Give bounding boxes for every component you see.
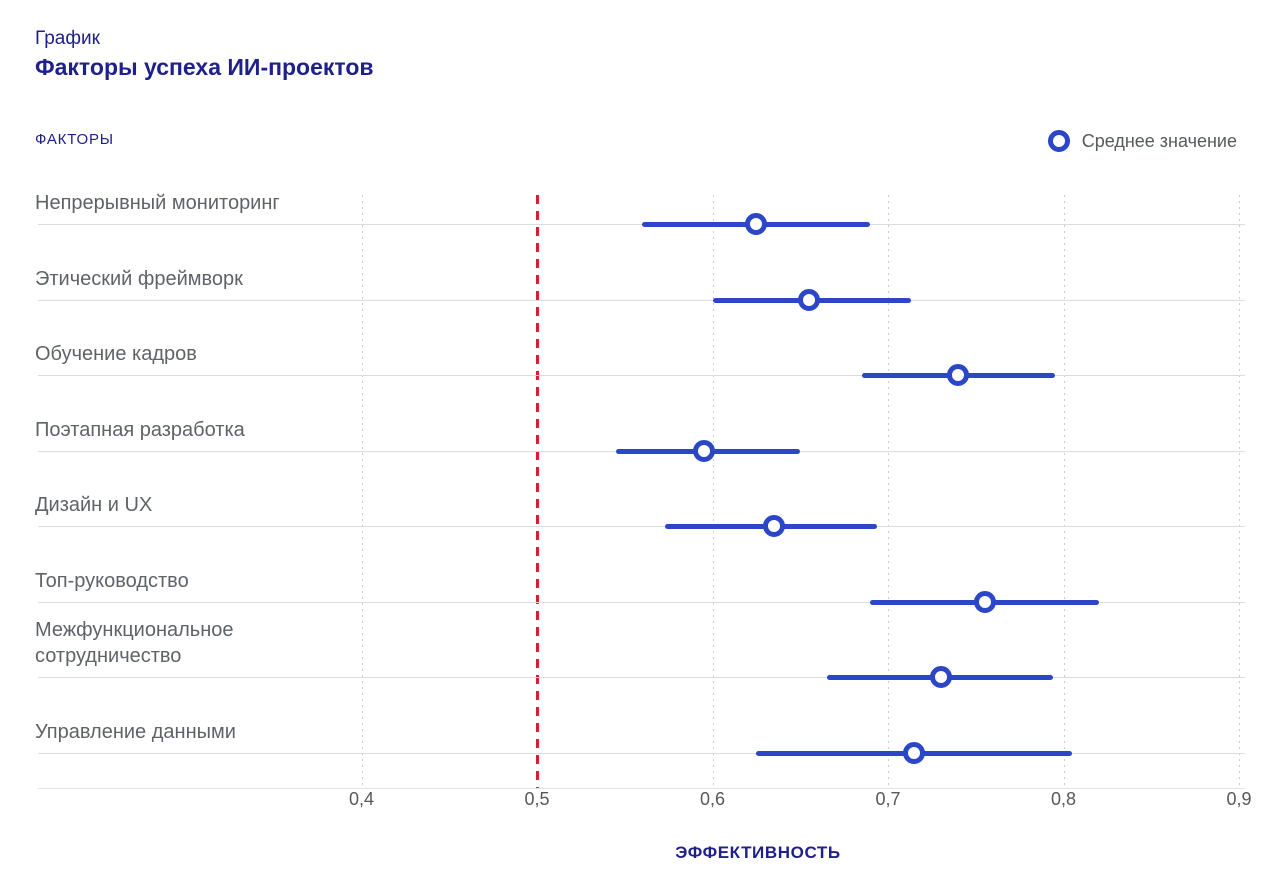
factor-label: Управление данными <box>35 721 236 743</box>
x-gridline <box>888 195 889 788</box>
factor-row-line <box>38 602 1245 603</box>
x-tick-label: 0,8 <box>1050 789 1077 809</box>
factor-row-line <box>38 677 1245 678</box>
x-tick-label: 0,7 <box>875 789 901 809</box>
x-tick-label: 0,4 <box>348 789 375 809</box>
factor-label: Топ-руководство <box>35 570 189 592</box>
x-tick-label: 0,6 <box>699 789 726 809</box>
mean-marker <box>762 515 785 537</box>
mean-marker <box>903 742 926 764</box>
x-gridline <box>1239 195 1240 788</box>
reference-line <box>536 195 539 788</box>
factor-label: Межфункциональное сотрудничество <box>35 619 234 667</box>
chart-title: Факторы успеха ИИ-проектов <box>35 54 374 80</box>
legend: Среднее значение <box>1047 130 1237 152</box>
mean-marker <box>798 289 821 311</box>
factor-row-line <box>38 526 1245 527</box>
factor-row-line <box>38 300 1245 301</box>
chart-kicker: График <box>35 28 100 49</box>
legend-label: Среднее значение <box>1081 130 1237 151</box>
factor-label: Обучение кадров <box>35 343 197 365</box>
mean-marker <box>692 440 715 462</box>
factor-label: Непрерывный мониторинг <box>35 192 280 214</box>
mean-marker <box>947 364 970 386</box>
x-gridline <box>712 195 714 788</box>
factor-label: Поэтапная разработка <box>35 419 245 441</box>
factor-row-line <box>38 753 1245 754</box>
x-tick-label: 0,9 <box>1226 789 1252 809</box>
mean-marker <box>745 213 768 235</box>
factor-label: Дизайн и UX <box>35 494 153 516</box>
factor-label: Этический фреймворк <box>35 268 243 290</box>
x-gridline <box>361 195 363 788</box>
factor-row-line <box>38 375 1245 376</box>
mean-marker <box>973 591 996 613</box>
x-axis-line <box>38 788 1245 789</box>
factor-row-line <box>38 224 1245 225</box>
x-tick-label: 0,5 <box>524 789 550 809</box>
y-axis-title: ФАКТОРЫ <box>35 131 114 148</box>
mean-marker-icon <box>1047 130 1070 152</box>
x-gridline <box>1063 195 1065 788</box>
mean-marker <box>929 666 952 688</box>
x-axis-title: ЭФФЕКТИВНОСТЬ <box>675 843 841 862</box>
